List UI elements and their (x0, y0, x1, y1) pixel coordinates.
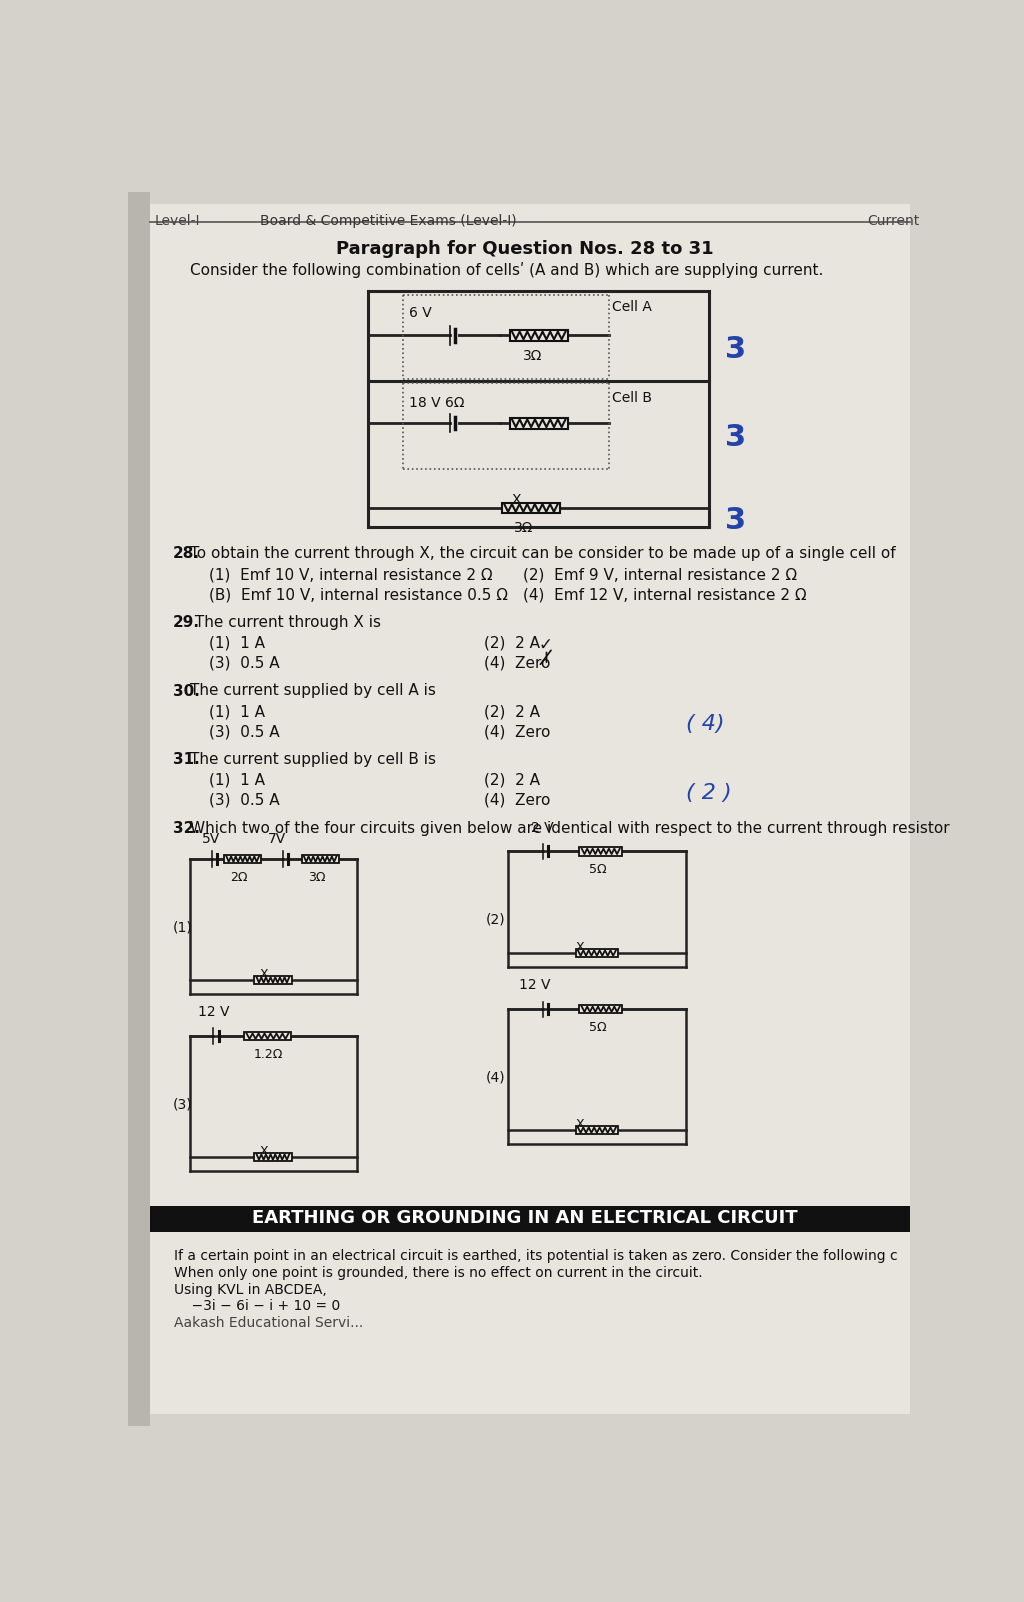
Bar (245, 1032, 291, 1040)
Text: ( 4): ( 4) (686, 714, 725, 734)
Bar (150, 1206, 910, 1232)
Bar (580, 847, 622, 855)
Text: 3Ω: 3Ω (308, 870, 326, 884)
Text: (1)  1 A: (1) 1 A (209, 636, 265, 650)
Text: 5Ω: 5Ω (589, 1020, 607, 1033)
Bar (575, 1126, 618, 1134)
Text: When only one point is grounded, there is no effect on current in the circuit.: When only one point is grounded, there i… (174, 1266, 703, 1280)
Text: Cell A: Cell A (612, 300, 652, 314)
Text: 3: 3 (725, 335, 745, 364)
Text: Current: Current (867, 213, 920, 227)
Text: 12 V: 12 V (519, 979, 551, 992)
Text: (3)  0.5 A: (3) 0.5 A (209, 724, 280, 739)
Text: Level-I: Level-I (155, 213, 201, 227)
Text: 2 V: 2 V (531, 820, 554, 835)
Text: Consider the following combination of cellsʹ (A and B) which are supplying curre: Consider the following combination of ce… (190, 261, 823, 277)
Text: 18 V 6Ω: 18 V 6Ω (410, 396, 465, 410)
Bar (510, 330, 568, 341)
Text: 5Ω: 5Ω (589, 863, 607, 876)
Text: (3)  0.5 A: (3) 0.5 A (209, 793, 280, 807)
Bar (580, 1004, 622, 1014)
Text: 31.: 31. (173, 751, 200, 767)
Text: (1)  Emf 10 V, internal resistance 2 Ω: (1) Emf 10 V, internal resistance 2 Ω (209, 567, 493, 582)
Bar (254, 976, 292, 984)
Text: X: X (575, 940, 585, 953)
Text: 7V: 7V (267, 831, 286, 846)
Text: (2)  2 A: (2) 2 A (484, 772, 541, 788)
Text: (2)  2 A: (2) 2 A (484, 705, 541, 719)
Text: ( 2 ): ( 2 ) (686, 783, 731, 803)
Text: 32.: 32. (173, 820, 200, 836)
Text: ✓: ✓ (539, 636, 553, 654)
Bar (302, 855, 339, 863)
Text: (2)  2 A: (2) 2 A (484, 636, 541, 650)
Text: Using KVL in ABCDEA,: Using KVL in ABCDEA, (174, 1283, 328, 1296)
Text: (1)  1 A: (1) 1 A (209, 705, 265, 719)
Bar (128, 192, 150, 1426)
Text: (2): (2) (486, 913, 506, 928)
Text: Cell B: Cell B (612, 391, 652, 405)
Text: X: X (575, 1118, 585, 1131)
Bar (254, 1153, 292, 1161)
Text: Paragraph for Question Nos. 28 to 31: Paragraph for Question Nos. 28 to 31 (336, 240, 714, 258)
Text: The current supplied by cell B is: The current supplied by cell B is (190, 751, 436, 767)
Bar (224, 855, 261, 863)
Text: X: X (260, 968, 268, 980)
Text: (4)  Emf 12 V, internal resistance 2 Ω: (4) Emf 12 V, internal resistance 2 Ω (523, 588, 807, 602)
Text: (1)  1 A: (1) 1 A (209, 772, 265, 788)
Bar (575, 948, 618, 958)
Text: Which two of the four circuits given below are identical with respect to the cur: Which two of the four circuits given bel… (190, 820, 949, 836)
Text: 3Ω: 3Ω (523, 349, 543, 364)
Text: (B)  Emf 10 V, internal resistance 0.5 Ω: (B) Emf 10 V, internal resistance 0.5 Ω (209, 588, 508, 602)
Bar (510, 418, 568, 429)
Bar (502, 503, 560, 513)
Text: 12 V: 12 V (198, 1006, 229, 1019)
Text: (3)  0.5 A: (3) 0.5 A (209, 655, 280, 671)
Text: 1.2Ω: 1.2Ω (254, 1048, 283, 1061)
Text: 30.: 30. (173, 684, 200, 698)
Text: 28.: 28. (173, 546, 200, 561)
Text: X: X (260, 1145, 268, 1158)
Text: Board & Competitive Exams (Level-I): Board & Competitive Exams (Level-I) (260, 213, 516, 227)
Text: 5V: 5V (202, 831, 220, 846)
Text: X: X (512, 492, 521, 506)
Text: (3): (3) (173, 1097, 193, 1112)
Text: 3: 3 (725, 506, 745, 535)
Text: 29.: 29. (173, 615, 200, 630)
Text: The current through X is: The current through X is (190, 615, 381, 630)
Text: To obtain the current through X, the circuit can be consider to be made up of a : To obtain the current through X, the cir… (190, 546, 896, 561)
Text: (4): (4) (486, 1070, 506, 1085)
Text: (2)  Emf 9 V, internal resistance 2 Ω: (2) Emf 9 V, internal resistance 2 Ω (523, 567, 798, 582)
Text: 2Ω: 2Ω (230, 870, 248, 884)
Text: 3: 3 (725, 423, 745, 452)
Text: If a certain point in an electrical circuit is earthed, its potential is taken a: If a certain point in an electrical circ… (174, 1248, 898, 1262)
Text: 3Ω: 3Ω (514, 521, 534, 535)
Text: (4)  Zero: (4) Zero (484, 655, 551, 671)
Text: −3i − 6i − i + 10 = 0: −3i − 6i − i + 10 = 0 (174, 1299, 341, 1314)
Text: Aakash Educational Servi...: Aakash Educational Servi... (174, 1317, 364, 1330)
Text: (4)  Zero: (4) Zero (484, 793, 551, 807)
Text: The current supplied by cell A is: The current supplied by cell A is (190, 684, 436, 698)
Text: EARTHING OR GROUNDING IN AN ELECTRICAL CIRCUIT: EARTHING OR GROUNDING IN AN ELECTRICAL C… (252, 1210, 798, 1227)
Text: (1): (1) (173, 921, 193, 934)
Text: (4)  Zero: (4) Zero (484, 724, 551, 739)
Text: 6 V: 6 V (410, 306, 432, 320)
